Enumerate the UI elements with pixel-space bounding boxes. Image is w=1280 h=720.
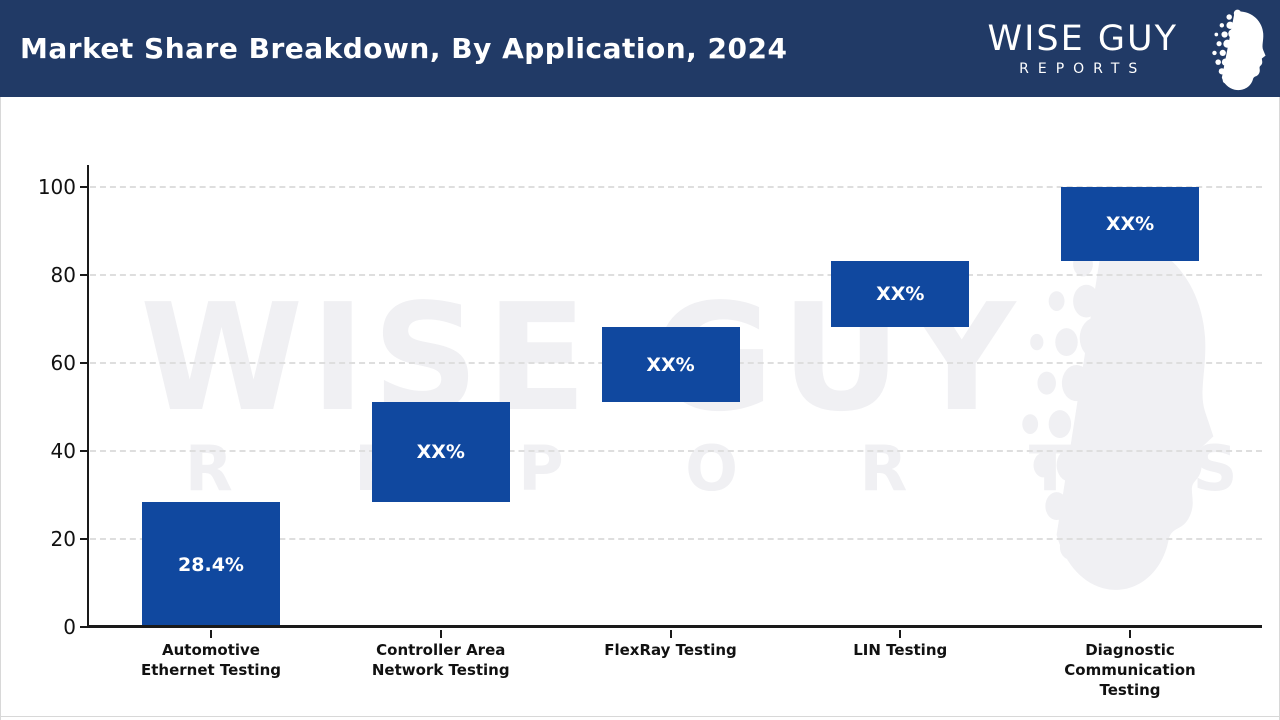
bar-segment: XX%: [1061, 187, 1199, 261]
y-axis-tick: [80, 626, 87, 628]
y-tick-label: 20: [50, 527, 76, 551]
logo-text: WISE GUY REPORTS: [987, 20, 1178, 78]
bar-value-label: XX%: [416, 441, 465, 464]
bar-value-label: XX%: [1105, 212, 1155, 235]
gridline-80: [90, 274, 1262, 276]
x-axis-tick: [1129, 630, 1131, 638]
waterfall-chart: 0 20 40 60 80 100 28.4% Automotive Ethernet Test…: [0, 97, 1280, 720]
y-axis-tick: [80, 450, 87, 452]
x-category-label: Diagnostic Communication Testing: [1064, 641, 1196, 699]
x-axis-tick: [439, 630, 442, 638]
bar-segment: XX%: [371, 402, 510, 503]
gridline-40: [90, 450, 1262, 452]
page-title: Market Share Breakdown, By Application, …: [20, 32, 788, 65]
x-axis-tick: [899, 630, 902, 638]
y-axis-tick: [80, 362, 87, 364]
wise-guy-reports-logo: WISE GUY REPORTS: [987, 4, 1268, 94]
header-band: Market Share Breakdown, By Application, …: [0, 0, 1280, 97]
y-axis-tick: [80, 186, 87, 188]
y-axis-tick: [80, 274, 87, 276]
y-tick-label: 80: [50, 263, 76, 287]
bar-segment: 28.4%: [142, 502, 280, 627]
x-category-label: FlexRay Testing: [604, 641, 737, 659]
x-category-label: Controller Area Network Testing: [371, 641, 510, 679]
y-tick-label: 0: [63, 615, 76, 639]
logo-wordmark: WISE GUY: [987, 19, 1178, 59]
x-axis-line: [87, 625, 1262, 628]
y-axis-tick: [80, 538, 87, 540]
bar-segment: XX%: [601, 326, 740, 403]
gridline-20: [90, 538, 1262, 540]
logo-subtitle: REPORTS: [1019, 61, 1147, 77]
bar-segment: XX%: [831, 260, 970, 327]
x-axis-tick: [210, 630, 212, 638]
y-tick-label: 40: [50, 439, 76, 463]
x-axis-tick: [669, 630, 672, 638]
y-tick-label: 60: [50, 351, 76, 375]
bottom-border: [0, 716, 1280, 717]
left-border: [0, 97, 1, 720]
gridline-100: [90, 186, 1262, 188]
y-tick-label: 100: [37, 175, 76, 199]
bar-value-label: XX%: [876, 282, 925, 305]
bar-value-label: XX%: [646, 353, 695, 376]
watermark-face-icon: [1022, 231, 1214, 590]
y-axis-line: [87, 165, 89, 627]
bar-value-label: 28.4%: [178, 553, 244, 576]
x-category-label: LIN Testing: [853, 641, 948, 659]
x-category-label: Automotive Ethernet Testing: [141, 641, 281, 679]
dotted-face-icon: [1212, 9, 1266, 91]
